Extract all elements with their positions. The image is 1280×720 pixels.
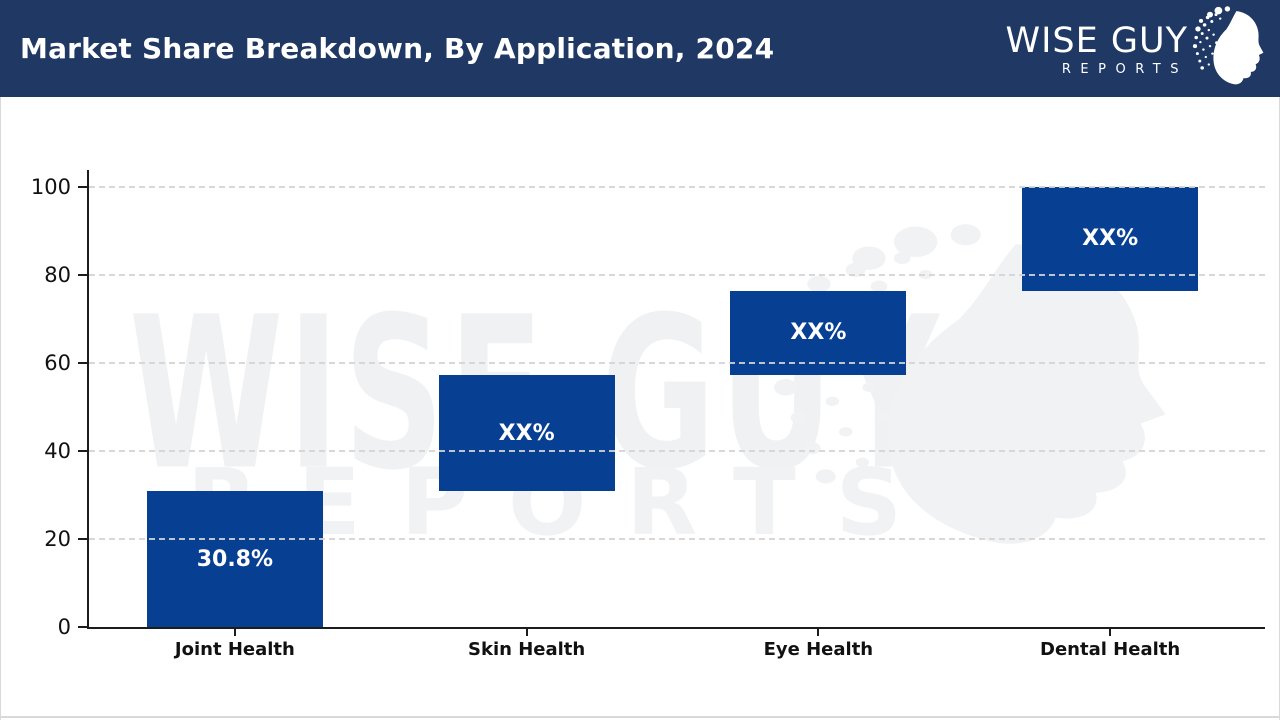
x-tick-mark [817, 629, 820, 636]
bar-dental-health: XX% [1022, 187, 1199, 291]
bar-value-label: XX% [1082, 226, 1139, 252]
gridline [89, 274, 1265, 276]
y-axis-labels: 0 20 40 60 80 100 [1, 170, 89, 640]
wiseguy-face-icon [1192, 6, 1264, 92]
y-tick-mark [78, 450, 87, 452]
logo-text: WISE GUY REPORTS [1005, 22, 1188, 77]
logo-wordmark: WISE GUY [1005, 20, 1188, 61]
y-tick-mark [78, 274, 87, 276]
gridline [89, 362, 1265, 364]
x-axis-line [87, 627, 1265, 629]
bar-value-label: XX% [790, 320, 847, 346]
bottom-border-line [1, 716, 1279, 718]
x-axis-label: Dental Health [1040, 639, 1181, 660]
bar-value-label: XX% [498, 420, 555, 446]
y-axis-label: 40 [44, 439, 71, 463]
x-axis-label: Joint Health [174, 639, 295, 660]
y-axis-label: 80 [44, 263, 71, 287]
header: Market Share Breakdown, By Application, … [0, 0, 1280, 97]
bar-joint-health: 30.8% [146, 491, 323, 627]
logo-subtext: REPORTS [1061, 61, 1188, 77]
wiseguy-logo: WISE GUY REPORTS [1005, 4, 1264, 94]
x-tick-mark [1109, 629, 1112, 636]
y-axis-label: 60 [44, 351, 71, 375]
chart-area: WISE GUY REPORTS 30.8% XX% XX% XX% 0 20 40 60 8… [0, 97, 1280, 720]
page-title: Market Share Breakdown, By Application, … [20, 32, 775, 65]
x-axis-label: Eye Health [763, 639, 874, 660]
x-axis-label: Skin Health [468, 639, 586, 660]
x-tick-mark [233, 629, 236, 636]
bar-skin-health: XX% [438, 374, 615, 492]
bar-value-label: 30.8% [196, 546, 274, 572]
plot-area: 30.8% XX% XX% XX% [89, 170, 1265, 627]
gridline [89, 538, 1265, 540]
gridline [89, 186, 1265, 188]
y-tick-mark [78, 538, 87, 540]
y-tick-mark [78, 186, 87, 188]
x-tick-mark [525, 629, 528, 636]
y-axis-label: 100 [30, 175, 71, 199]
bar-eye-health: XX% [730, 290, 907, 375]
x-axis-labels: Joint Health Skin Health Eye Health Dental … [89, 627, 1256, 697]
y-tick-mark [78, 626, 87, 628]
gridline [89, 450, 1265, 452]
y-axis-label: 0 [57, 615, 71, 639]
y-axis-label: 20 [44, 527, 71, 551]
y-tick-mark [78, 362, 87, 364]
y-axis-line [87, 170, 89, 629]
